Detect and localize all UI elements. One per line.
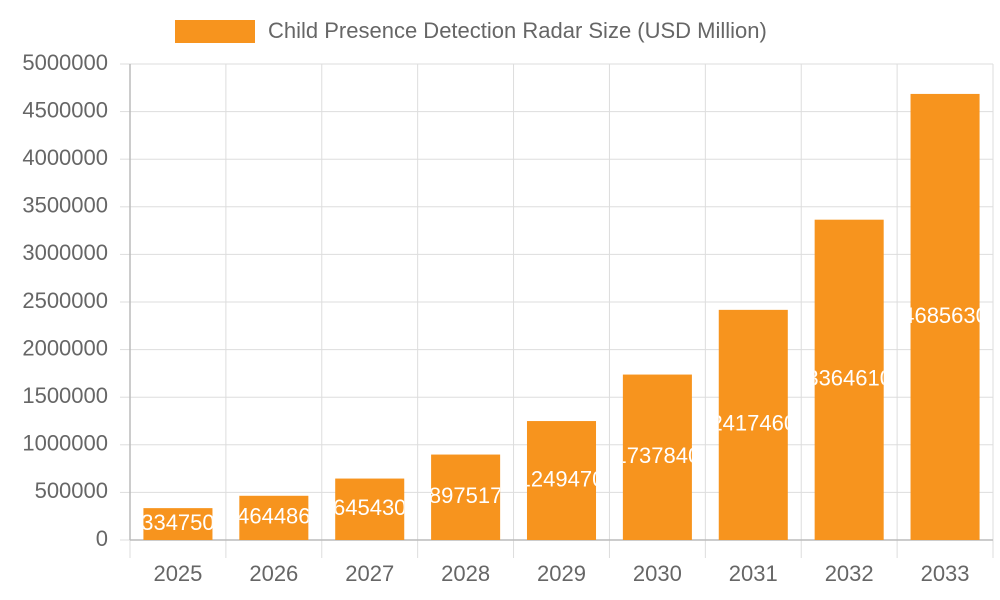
- data-label: 464486: [237, 504, 310, 529]
- y-tick-label: 0: [96, 526, 108, 551]
- y-tick-label: 5000000: [22, 50, 108, 75]
- data-label: 4685630: [902, 303, 988, 328]
- x-tick-label: 2032: [825, 561, 874, 586]
- bar: [814, 219, 884, 540]
- bar: [718, 309, 788, 540]
- x-tick-label: 2026: [249, 561, 298, 586]
- x-tick-label: 2030: [633, 561, 682, 586]
- data-label: 897517: [429, 483, 502, 508]
- x-tick-label: 2031: [729, 561, 778, 586]
- x-tick-label: 2029: [537, 561, 586, 586]
- data-label: 645430: [333, 495, 406, 520]
- y-tick-label: 1500000: [22, 383, 108, 408]
- legend-swatch: [175, 20, 255, 43]
- y-tick-label: 2500000: [22, 288, 108, 313]
- y-tick-label: 3500000: [22, 193, 108, 218]
- y-tick-label: 500000: [35, 478, 108, 503]
- y-tick-label: 4000000: [22, 145, 108, 170]
- x-tick-label: 2027: [345, 561, 394, 586]
- data-label: 2417460: [710, 411, 796, 436]
- legend-label: Child Presence Detection Radar Size (USD…: [268, 18, 767, 43]
- y-tick-label: 1000000: [22, 431, 108, 456]
- x-tick-label: 2025: [153, 561, 202, 586]
- data-label: 1737840: [615, 443, 701, 468]
- bar: [622, 374, 692, 540]
- data-label: 334750: [141, 510, 214, 535]
- bar: [335, 478, 405, 540]
- bar: [239, 495, 309, 540]
- data-label: 3364610: [806, 366, 892, 391]
- bar: [431, 454, 501, 540]
- data-label: 1249470: [519, 466, 605, 491]
- y-tick-label: 4500000: [22, 97, 108, 122]
- bar: [526, 421, 597, 540]
- y-tick-label: 3000000: [22, 240, 108, 265]
- x-tick-label: 2033: [921, 561, 970, 586]
- bar: [143, 508, 213, 540]
- bar: [910, 93, 980, 540]
- y-tick-label: 2000000: [22, 335, 108, 360]
- x-tick-label: 2028: [441, 561, 490, 586]
